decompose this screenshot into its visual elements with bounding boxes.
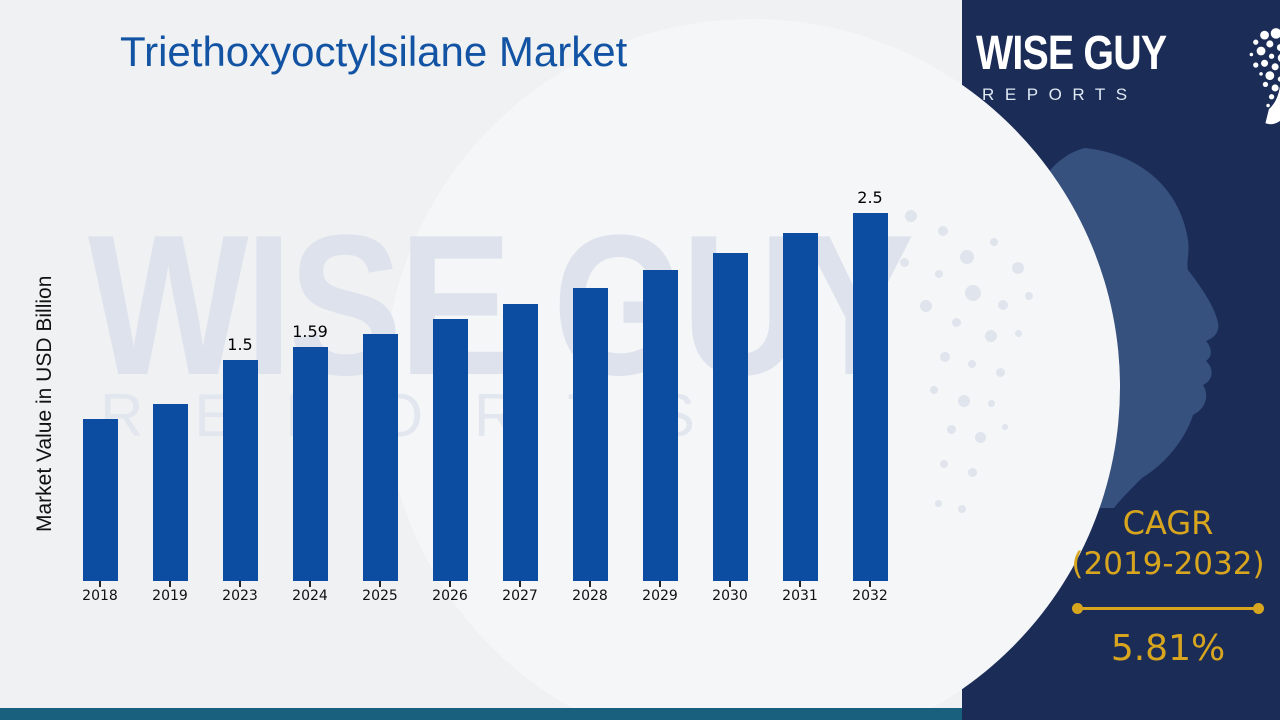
x-tick-2026 bbox=[449, 581, 451, 587]
x-tick-2025 bbox=[379, 581, 381, 587]
x-label-2028: 2028 bbox=[572, 588, 608, 604]
x-label-2026: 2026 bbox=[432, 588, 468, 604]
x-label-2030: 2030 bbox=[712, 588, 748, 604]
brand-logo: WISE GUY REPORTS bbox=[976, 28, 1280, 125]
bar-2024 bbox=[292, 347, 328, 581]
bar-2026 bbox=[432, 319, 468, 581]
x-tick-2027 bbox=[519, 581, 521, 587]
cagr-label: CAGR bbox=[1122, 504, 1214, 542]
chart-title: Triethoxyoctylsilane Market bbox=[120, 28, 628, 75]
x-tick-2023 bbox=[239, 581, 241, 587]
value-label-2023: 1.5 bbox=[227, 335, 253, 354]
cagr-block: CAGR (2019-2032) 5.81% bbox=[1048, 505, 1280, 669]
footer-accent-bar bbox=[0, 708, 962, 720]
x-tick-2019 bbox=[169, 581, 171, 587]
x-tick-2029 bbox=[659, 581, 661, 587]
x-tick-2030 bbox=[729, 581, 731, 587]
value-label-2024: 1.59 bbox=[292, 322, 328, 341]
cagr-divider-line bbox=[1072, 602, 1264, 614]
bar-2023 bbox=[222, 360, 258, 581]
x-label-2029: 2029 bbox=[642, 588, 678, 604]
bar-2025 bbox=[362, 334, 398, 581]
bars-layer: 2018 2019 2023 1.5 2024 1.59 2025 2026 2027 2028 2… bbox=[82, 188, 888, 604]
x-label-2027: 2027 bbox=[502, 588, 538, 604]
bar-2028 bbox=[572, 288, 608, 581]
logo-subtitle: REPORTS bbox=[982, 85, 1138, 104]
logo-wordmark: WISE GUY bbox=[976, 27, 1167, 80]
cagr-value: 5.81% bbox=[1110, 627, 1226, 669]
x-tick-2024 bbox=[309, 581, 311, 587]
logo-text: WISE GUY REPORTS bbox=[976, 30, 1208, 105]
bar-2019 bbox=[152, 404, 188, 581]
bar-2018 bbox=[82, 419, 118, 581]
cagr-period: (2019-2032) bbox=[1071, 545, 1265, 582]
bar-2030 bbox=[712, 253, 748, 581]
x-label-2018: 2018 bbox=[82, 588, 118, 604]
x-tick-2032 bbox=[869, 581, 871, 587]
x-label-2019: 2019 bbox=[152, 588, 188, 604]
value-label-2032: 2.5 bbox=[857, 188, 883, 207]
bar-2029 bbox=[642, 270, 678, 581]
x-label-2031: 2031 bbox=[782, 588, 818, 604]
bar-2031 bbox=[782, 233, 818, 581]
x-tick-2031 bbox=[799, 581, 801, 587]
x-label-2023: 2023 bbox=[222, 588, 258, 604]
x-label-2024: 2024 bbox=[292, 588, 328, 604]
x-label-2032: 2032 bbox=[852, 588, 888, 604]
x-label-2025: 2025 bbox=[362, 588, 398, 604]
bar-2027 bbox=[502, 304, 538, 581]
x-tick-2028 bbox=[589, 581, 591, 587]
bar-2032 bbox=[852, 213, 888, 581]
x-tick-2018 bbox=[99, 581, 101, 587]
dotted-head-profile-icon bbox=[1249, 28, 1280, 125]
